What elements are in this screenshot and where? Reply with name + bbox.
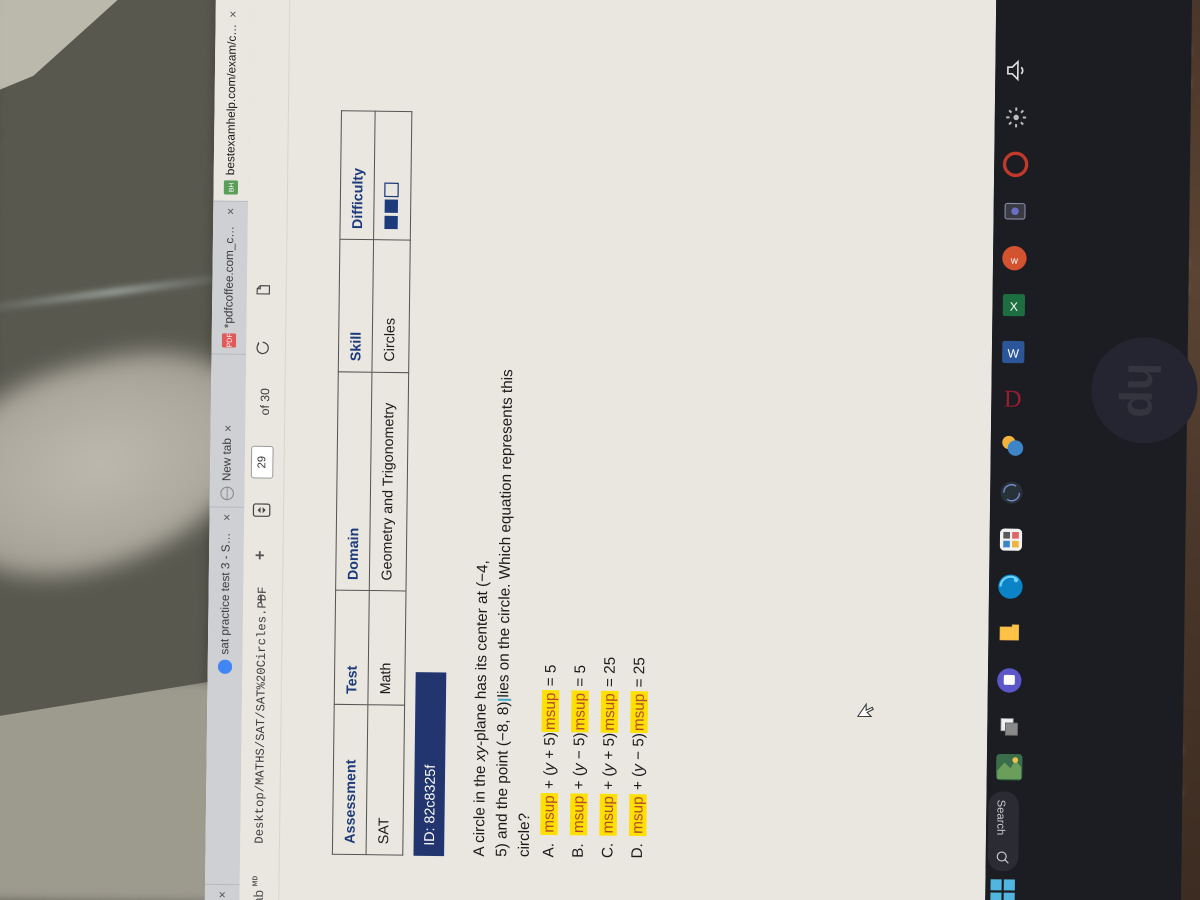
svg-text:PDF: PDF — [226, 333, 234, 347]
svg-text:w: w — [1010, 256, 1019, 267]
svg-text:D: D — [1004, 386, 1022, 413]
svg-text:hp: hp — [1118, 363, 1170, 418]
svg-text:W: W — [1007, 346, 1019, 360]
svg-text:X: X — [1010, 300, 1018, 314]
svg-text:BH: BH — [229, 183, 236, 193]
